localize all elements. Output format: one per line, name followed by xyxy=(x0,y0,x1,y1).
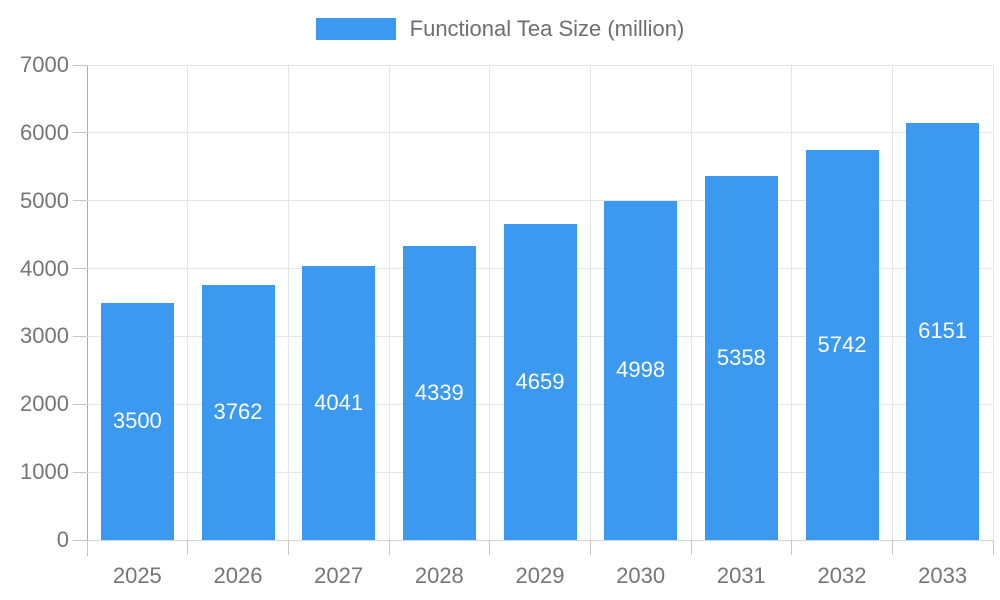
bar-value-label: 4998 xyxy=(616,357,666,383)
bar-value-label: 3762 xyxy=(213,399,263,425)
y-axis-tick xyxy=(73,539,87,541)
x-gridline xyxy=(690,65,692,540)
x-axis-tick xyxy=(690,540,692,555)
bar-2032: 5742 xyxy=(805,150,879,540)
y-gridline xyxy=(87,200,993,202)
y-axis-tick-label: 7000 xyxy=(20,52,69,77)
bar-2027: 4041 xyxy=(302,265,376,540)
x-axis-tick-label: 2030 xyxy=(616,563,666,588)
bar-value-label: 6151 xyxy=(918,318,968,344)
bar-2033: 6151 xyxy=(906,122,980,540)
y-axis-tick xyxy=(73,200,87,202)
y-axis-tick-label: 2000 xyxy=(20,391,69,417)
x-gridline xyxy=(187,65,189,540)
x-axis-tick xyxy=(489,540,491,555)
bar-2030: 4998 xyxy=(604,200,678,540)
y-axis-line xyxy=(87,65,88,556)
x-axis-tick-label: 2027 xyxy=(314,563,364,588)
x-axis-tick xyxy=(589,540,591,555)
x-axis-tick-label: 2029 xyxy=(515,563,565,588)
y-gridline xyxy=(87,132,993,134)
legend[interactable]: Functional Tea Size (million) xyxy=(0,18,1000,40)
legend-label: Functional Tea Size (million) xyxy=(409,16,685,41)
x-axis-tick xyxy=(388,540,390,555)
plot-area: 3500 3762 4041 4339 4659 4998 5358 5742 6151 xyxy=(87,64,994,541)
legend-swatch xyxy=(315,18,396,40)
x-axis-tick xyxy=(187,540,189,555)
x-axis-tick-label: 2028 xyxy=(414,563,464,588)
y-axis-tick-label: 1000 xyxy=(20,459,69,485)
bar-value-label: 4041 xyxy=(314,389,364,415)
x-gridline xyxy=(891,65,893,540)
bar-value-label: 5358 xyxy=(716,345,766,371)
x-gridline xyxy=(992,65,994,540)
y-axis-tick-label: 5000 xyxy=(20,187,69,213)
y-axis-tick xyxy=(73,132,87,134)
y-axis-tick-label: 4000 xyxy=(20,255,69,281)
bar-value-label: 4339 xyxy=(414,379,464,405)
bar-value-label: 5742 xyxy=(817,332,867,358)
bar-2025: 3500 xyxy=(100,302,174,540)
y-axis-tick xyxy=(73,64,87,66)
y-gridline xyxy=(87,64,993,66)
x-axis-tick-label: 2033 xyxy=(918,563,968,588)
x-axis-tick-label: 2026 xyxy=(213,563,263,588)
bar-2031: 5358 xyxy=(704,176,778,540)
y-axis-tick xyxy=(73,403,87,405)
x-gridline xyxy=(388,65,390,540)
y-axis-tick-label: 6000 xyxy=(20,119,69,145)
y-gridline xyxy=(87,539,993,541)
x-gridline xyxy=(489,65,491,540)
y-axis-tick-label: 3000 xyxy=(20,323,69,349)
x-axis-tick xyxy=(992,540,994,555)
x-gridline xyxy=(589,65,591,540)
y-axis-tick-label: 0 xyxy=(56,527,69,552)
x-axis-tick-label: 2025 xyxy=(112,563,162,588)
bar-value-label: 3500 xyxy=(112,408,162,434)
x-axis-tick xyxy=(791,540,793,555)
bar-2026: 3762 xyxy=(201,284,275,540)
x-axis-tick xyxy=(287,540,289,555)
y-axis-tick xyxy=(73,335,87,337)
bar-value-label: 4659 xyxy=(515,368,565,394)
x-axis-tick xyxy=(86,540,88,555)
x-gridline xyxy=(791,65,793,540)
x-axis-tick-label: 2031 xyxy=(716,563,766,588)
x-axis-tick xyxy=(891,540,893,555)
y-axis-tick xyxy=(73,471,87,473)
bar-2028: 4339 xyxy=(402,245,476,540)
x-axis-tick-label: 2032 xyxy=(817,563,867,588)
y-axis-tick xyxy=(73,268,87,270)
bar-2029: 4659 xyxy=(503,223,577,540)
x-gridline xyxy=(287,65,289,540)
